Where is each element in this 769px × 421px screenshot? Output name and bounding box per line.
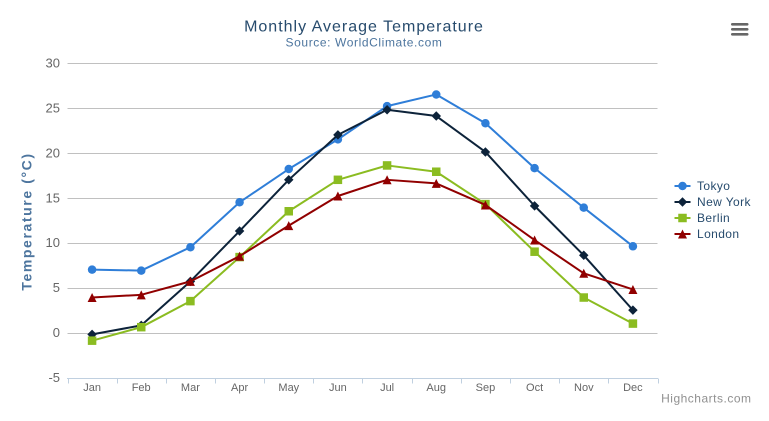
svg-text:25: 25 [46,100,60,115]
svg-text:30: 30 [46,56,60,71]
svg-text:Source: WorldClimate.com: Source: WorldClimate.com [286,36,443,50]
svg-text:Temperature (°C): Temperature (°C) [19,152,35,290]
svg-text:0: 0 [53,325,60,340]
svg-text:Apr: Apr [231,382,248,394]
svg-text:London: London [697,227,739,241]
svg-text:Dec: Dec [623,382,643,394]
svg-text:-5: -5 [48,370,60,385]
svg-text:20: 20 [46,145,60,160]
svg-text:Jul: Jul [380,382,394,394]
svg-text:15: 15 [46,190,60,205]
svg-text:Berlin: Berlin [697,211,730,225]
svg-text:Mar: Mar [181,382,200,394]
svg-text:10: 10 [46,235,60,250]
svg-text:Aug: Aug [426,382,446,394]
svg-text:Feb: Feb [132,382,151,394]
svg-text:Oct: Oct [526,382,543,394]
svg-text:May: May [278,382,299,394]
svg-text:5: 5 [53,280,60,295]
svg-text:Nov: Nov [574,382,594,394]
svg-text:Monthly Average Temperature: Monthly Average Temperature [244,19,484,36]
svg-text:Jun: Jun [329,382,347,394]
svg-text:Highcharts.com: Highcharts.com [661,392,751,406]
svg-text:Tokyo: Tokyo [697,179,730,193]
svg-text:Sep: Sep [476,382,496,394]
svg-text:New York: New York [697,195,751,209]
svg-text:Jan: Jan [83,382,101,394]
